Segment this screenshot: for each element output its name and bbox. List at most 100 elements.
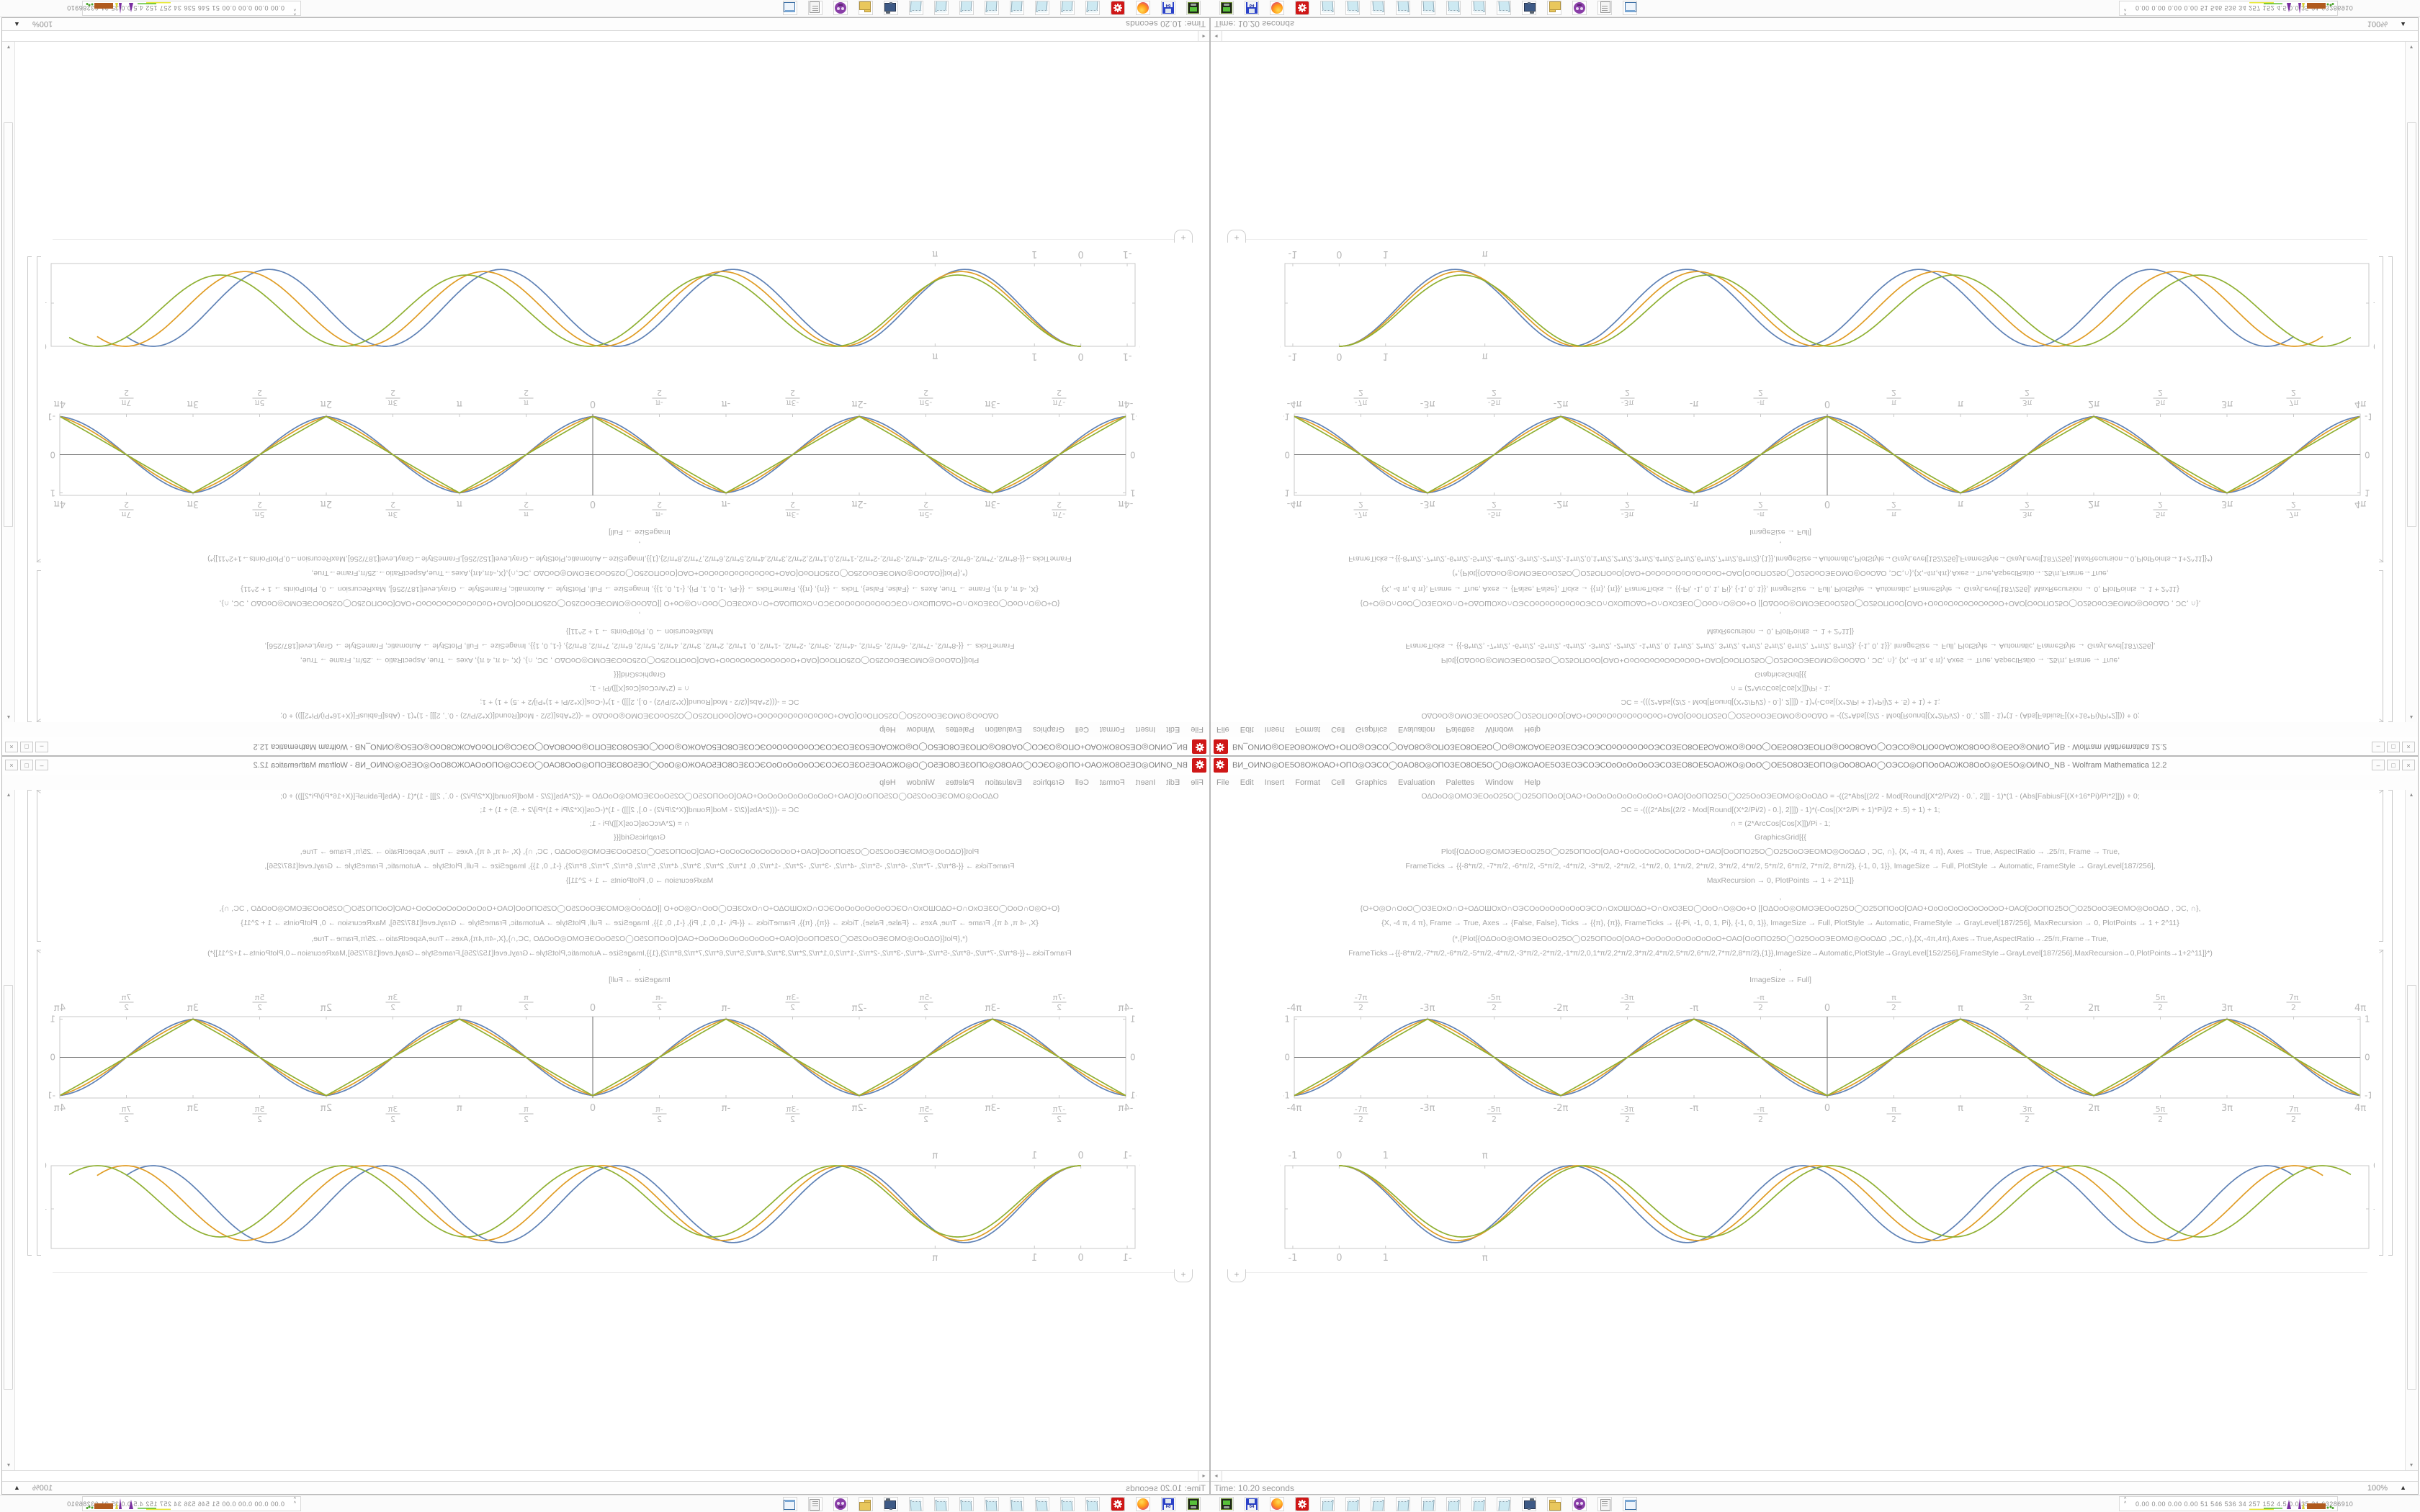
cell-bracket-input[interactable] bbox=[36, 790, 41, 942]
printer-doc-icon[interactable] bbox=[1597, 1497, 1612, 1511]
gimp-purple-icon[interactable] bbox=[1572, 1, 1587, 15]
code-line[interactable]: ƆC = -(((2*Abs[(2/2 - Mod[Round[(X*2/Pi/… bbox=[1621, 806, 1940, 814]
code-line[interactable]: {X, -4 π, 4 π}, Frame → True, Axes → {Fa… bbox=[1381, 585, 2179, 593]
code-line[interactable]: MaxRecursion → 0, PlotPoints → 1 + 2^11]… bbox=[1706, 627, 1855, 636]
folder-icon[interactable] bbox=[859, 1497, 873, 1511]
menu-cell[interactable]: Cell bbox=[1075, 725, 1089, 734]
spectrum-emulator-icon[interactable] bbox=[1186, 1, 1201, 15]
vertical-scroll-thumb[interactable] bbox=[4, 122, 13, 527]
zoom-menu-arrow[interactable]: ▲ bbox=[2400, 21, 2406, 28]
code-line[interactable]: ImageSize → Full] bbox=[609, 976, 671, 984]
code-line[interactable]: FrameTicks→{{-8*π/2,-7*π/2,-6*π/2,-5*π/2… bbox=[1348, 554, 2213, 563]
close-button[interactable]: × bbox=[5, 760, 18, 770]
menu-palettes[interactable]: Palettes bbox=[945, 725, 974, 734]
spectrum-emulator-icon[interactable] bbox=[1219, 1, 1234, 15]
code-line[interactable]: {Ο+Ο◎Ο∩ΟοΟ◯ΟЗΕΟxΟ∩Ο+ΟΔΟШΟxΟ∩ΟЭСΟοΟοΟοΟοΟ… bbox=[219, 904, 1060, 913]
notepad-icon[interactable] bbox=[1345, 1, 1360, 15]
menu-graphics[interactable]: Graphics bbox=[1355, 778, 1388, 787]
menu-palettes[interactable]: Palettes bbox=[1446, 725, 1475, 734]
menu-cell[interactable]: Cell bbox=[1331, 778, 1345, 787]
wolfram-gear-icon[interactable] bbox=[1111, 1, 1125, 15]
folder-icon[interactable] bbox=[1547, 1, 1561, 15]
floppy-64-icon[interactable]: 64 bbox=[1245, 1497, 1259, 1511]
menu-palettes[interactable]: Palettes bbox=[1446, 778, 1475, 787]
notebook-area[interactable]: ΟΔΟοΟ◎ΟΜΟЭΕΟοΟ25Ο◯Ο25ΟΠΟοΟ[ΟΑΟ+ΟοΟοΟοΟοΟ… bbox=[1211, 790, 2417, 1470]
scroll-down-button[interactable]: ▾ bbox=[7, 44, 11, 50]
notepad-icon[interactable] bbox=[1320, 1497, 1335, 1511]
menu-insert[interactable]: Insert bbox=[1135, 725, 1156, 734]
code-line[interactable]: {Ο+Ο◎Ο∩ΟοΟ◯ΟЗΕΟxΟ∩Ο+ΟΔΟШΟxΟ∩ΟЭСΟοΟοΟοΟοΟ… bbox=[1360, 599, 2201, 608]
scroll-left-button[interactable]: ◂ bbox=[1211, 1471, 1222, 1481]
vertical-scrollbar[interactable]: ▴ ▾ bbox=[3, 790, 15, 1470]
blue-window-icon[interactable] bbox=[1623, 1497, 1637, 1511]
gimp-purple-icon[interactable] bbox=[833, 1, 848, 15]
code-line[interactable]: GraphicsGrid[{{ bbox=[1754, 670, 1806, 679]
notepad-icon[interactable] bbox=[1471, 1497, 1486, 1511]
vertical-scroll-thumb[interactable] bbox=[2407, 122, 2416, 527]
notepad-icon[interactable] bbox=[985, 1, 999, 15]
code-line[interactable]: , bbox=[1779, 611, 1782, 619]
window-titlebar[interactable]: ВИ_ОИNО◎ОЕ5О8ОЖОАО+ОПО◎ОЭСО◯ОАО8О◎ОПОЗЕО… bbox=[1211, 737, 2418, 755]
cell-bracket-group[interactable] bbox=[27, 790, 32, 1256]
firefox-icon[interactable] bbox=[1270, 1497, 1284, 1511]
folder-icon[interactable] bbox=[859, 1, 873, 15]
menu-insert[interactable]: Insert bbox=[1264, 778, 1285, 787]
floppy-64-icon[interactable]: 64 bbox=[1245, 1, 1259, 15]
menu-window[interactable]: Window bbox=[1485, 725, 1514, 734]
tray-chevron-icon[interactable]: ^ ^ bbox=[293, 6, 296, 15]
code-line[interactable]: (*,{Plot[{ΟΔΟοΟ◎ΟΜΟЭΕΟοΟ25Ο◯Ο25ΟΠΟοΟ[ΟΑΟ… bbox=[1452, 569, 2109, 577]
minimize-button[interactable]: – bbox=[35, 742, 48, 752]
notepad-icon[interactable] bbox=[909, 1, 923, 15]
zoom-level[interactable]: 100% bbox=[2367, 19, 2388, 28]
notepad-icon[interactable] bbox=[934, 1, 949, 15]
cell-bracket-input[interactable] bbox=[2379, 570, 2384, 722]
code-line[interactable]: Plot[{ΟΔΟοΟ◎ΟΜΟЭΕΟοΟ25Ο◯Ο25ΟΠΟοΟ[ΟΑΟ+ΟοΟ… bbox=[300, 847, 980, 856]
minimize-button[interactable]: – bbox=[35, 760, 48, 770]
cell-bracket-output[interactable] bbox=[36, 950, 41, 1256]
notepad-icon[interactable] bbox=[1497, 1497, 1511, 1511]
notepad-icon[interactable] bbox=[909, 1497, 923, 1511]
notepad-icon[interactable] bbox=[1035, 1497, 1049, 1511]
tray-chevron-icon[interactable]: ^ ^ bbox=[2124, 1497, 2127, 1506]
scroll-up-button[interactable]: ▴ bbox=[7, 714, 11, 721]
window-titlebar[interactable]: ВИ_ОИNО◎ОЕ5О8ОЖОАО+ОПО◎ОЭСО◯ОАО8О◎ОПОЗЕО… bbox=[2, 757, 1209, 775]
code-line[interactable]: ImageSize → Full] bbox=[1749, 528, 1811, 536]
monitor-camera-icon[interactable] bbox=[1522, 1497, 1536, 1511]
notepad-icon[interactable] bbox=[1497, 1, 1511, 15]
notepad-icon[interactable] bbox=[1320, 1, 1335, 15]
menu-palettes[interactable]: Palettes bbox=[945, 778, 974, 787]
notepad-icon[interactable] bbox=[1371, 1497, 1385, 1511]
menu-file[interactable]: File bbox=[1191, 778, 1204, 787]
code-line[interactable]: GraphicsGrid[{{ bbox=[1754, 833, 1806, 842]
printer-doc-icon[interactable] bbox=[1597, 1, 1612, 15]
menu-graphics[interactable]: Graphics bbox=[1032, 778, 1065, 787]
scroll-left-button[interactable]: ◂ bbox=[1198, 1471, 1209, 1481]
code-line[interactable]: FrameTicks → {{-8*π/2, -7*π/2, -6*π/2, -… bbox=[264, 862, 1015, 870]
cell-insert-button[interactable]: + bbox=[1174, 1269, 1193, 1282]
zoom-menu-arrow[interactable]: ▲ bbox=[2400, 1484, 2406, 1491]
menu-evaluation[interactable]: Evaluation bbox=[985, 778, 1022, 787]
menu-edit[interactable]: Edit bbox=[1166, 778, 1180, 787]
code-line[interactable]: (*,{Plot[{ΟΔΟοΟ◎ΟΜΟЭΕΟοΟ25Ο◯Ο25ΟΠΟοΟ[ΟΑΟ… bbox=[311, 935, 968, 943]
code-line[interactable]: ΟΔΟοΟ◎ΟΜΟЭΕΟοΟ25Ο◯Ο25ΟΠΟοΟ[ΟΑΟ+ΟοΟοΟοΟοΟ… bbox=[280, 711, 999, 720]
zoom-level[interactable]: 100% bbox=[32, 1484, 53, 1493]
firefox-icon[interactable] bbox=[1270, 1, 1284, 15]
code-line[interactable]: ImageSize → Full] bbox=[1749, 976, 1811, 984]
menu-help[interactable]: Help bbox=[1524, 725, 1541, 734]
code-line[interactable]: , bbox=[638, 963, 641, 972]
code-line[interactable]: {X, -4 π, 4 π}, Frame → True, Axes → {Fa… bbox=[1381, 919, 2179, 927]
menu-file[interactable]: File bbox=[1216, 725, 1229, 734]
minimize-button[interactable]: – bbox=[2372, 742, 2385, 752]
gimp-purple-icon[interactable] bbox=[833, 1497, 848, 1511]
menu-insert[interactable]: Insert bbox=[1135, 778, 1156, 787]
code-line[interactable]: FrameTicks → {{-8*π/2, -7*π/2, -6*π/2, -… bbox=[264, 642, 1015, 650]
menu-cell[interactable]: Cell bbox=[1075, 778, 1089, 787]
wolfram-gear-icon[interactable] bbox=[1295, 1, 1309, 15]
menu-edit[interactable]: Edit bbox=[1240, 725, 1254, 734]
scroll-down-button[interactable]: ▾ bbox=[7, 1462, 11, 1468]
menu-help[interactable]: Help bbox=[879, 725, 896, 734]
cell-bracket-group[interactable] bbox=[27, 256, 32, 722]
zoom-level[interactable]: 100% bbox=[2367, 1484, 2388, 1493]
scroll-up-button[interactable]: ▴ bbox=[2409, 791, 2413, 798]
code-line[interactable]: (*,{Plot[{ΟΔΟοΟ◎ΟΜΟЭΕΟοΟ25Ο◯Ο25ΟΠΟοΟ[ΟΑΟ… bbox=[311, 569, 968, 577]
